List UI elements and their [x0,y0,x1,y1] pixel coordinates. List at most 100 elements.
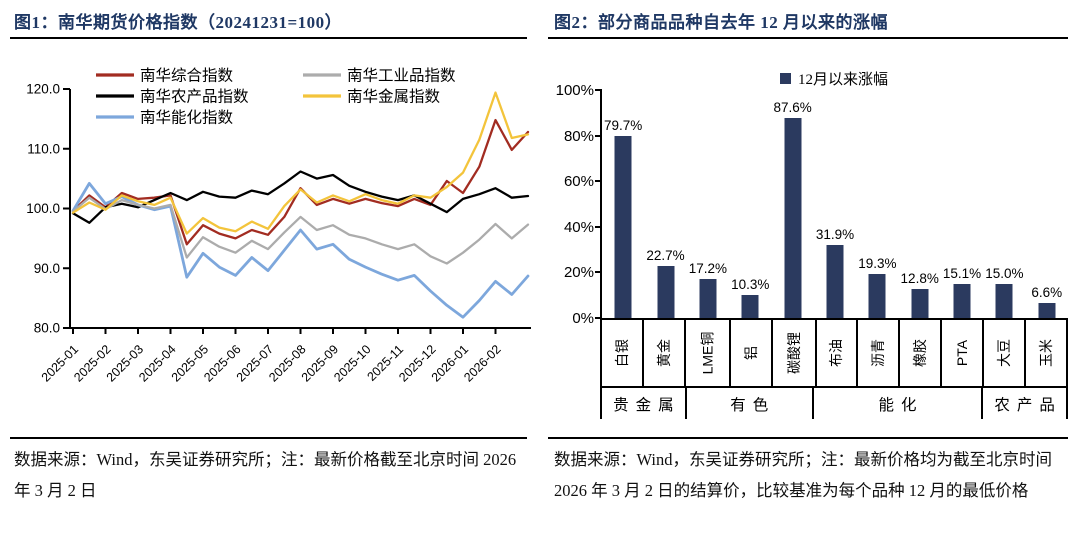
category-label-沥青: 沥青 [870,339,887,367]
bar-slot-铝: 10.3% [729,90,771,318]
series-line-南华综合指数 [71,118,530,246]
series-line-南华农产品指数 [71,170,530,224]
bar-value-label-黄金: 22.7% [646,248,685,264]
y-tick-label: 110.0 [27,141,60,156]
category-cell-沥青: 沥青 [858,320,901,386]
category-group-能化: 能化 [814,388,984,419]
category-label-布油: 布油 [828,339,845,367]
category-label-铝: 铝 [742,346,759,360]
category-cell-玉米: 玉米 [1026,320,1068,386]
bar-y-tick-mark [595,180,602,183]
legend-label-南华农产品指数: 南华农产品指数 [140,88,249,106]
category-label-橡胶: 橡胶 [912,339,929,367]
category-cell-碳酸锂: 碳酸锂 [773,320,817,386]
y-tick-label: 100.0 [26,201,60,216]
figure2-panel: 图2：部分商品品种自去年 12 月以来的涨幅 12月以来涨幅 0% 20% 40% 6… [540,0,1080,533]
figure2-footer-rule [548,437,1068,439]
bar-value-label-白银: 79.7% [604,118,643,134]
bar-布油 [826,245,844,318]
line-chart-svg: 80.090.0100.0110.0120.02025-012025-02202… [26,67,531,385]
bar-y-tick-label: 20% [563,264,594,282]
bar-chart-legend: 12月以来涨幅 [600,66,1068,90]
bar-slot-玉米: 6.6% [1026,90,1068,318]
bar-slot-橡胶: 12.8% [899,90,941,318]
bar-value-label-大豆: 15.0% [985,265,1024,281]
category-axis: 白银 黄金 LME铜 铝 碳酸锂 布油 沥青 橡胶 PTA 大豆 玉米 贵金属 有色 能化 农产品 [600,320,1068,419]
legend-label-南华综合指数: 南华综合指数 [140,67,234,85]
category-cell-LME铜: LME铜 [686,320,731,386]
figure1-source-note: 数据来源：Wind，东吴证券研究所；注：最新价格截至北京时间 2026 年 3 … [14,450,517,500]
legend-label-南华能化指数: 南华能化指数 [140,109,234,127]
figure1-title-rule [10,37,527,40]
bar-plot-area: 0% 20% 40% 60% 80% 100% 79.7% 22.7% 17.2% 10.3% 87… [556,82,1068,327]
bar-玉米 [1038,302,1056,318]
bar-slot-碳酸锂: 87.6% [771,90,813,318]
category-label-PTA: PTA [954,339,971,367]
bar-y-tick-label: 40% [563,218,594,236]
bar-slot-布油: 31.9% [814,90,856,318]
category-group-贵金属: 贵金属 [602,388,687,419]
category-label-玉米: 玉米 [1038,339,1054,367]
category-group-农产品: 农产品 [983,388,1068,419]
bar-chart: 12月以来涨幅 0% 20% 40% 60% 80% 100% 79.7% 22.7% 17.2… [554,66,1068,419]
bar-value-label-PTA: 15.1% [942,265,982,281]
legend-label-南华金属指数: 南华金属指数 [347,88,441,106]
category-cell-橡胶: 橡胶 [900,320,943,386]
category-cell-布油: 布油 [817,320,859,386]
figure2-title-rule [548,37,1068,40]
category-label-黄金: 黄金 [655,339,672,367]
figure2-source-note: 数据来源：Wind，东吴证券研究所；注：最新价格均为截至北京时间 2026 年 … [554,450,1052,500]
bar-白银 [614,136,632,318]
bar-橡胶 [911,288,929,318]
figure1-panel: 图1：南华期货价格指数（20241231=100） 80.0 90.0 100.0 1… [10,13,531,500]
category-cell-黄金: 黄金 [644,320,686,386]
bar-value-label-橡胶: 12.8% [900,270,939,286]
bar-y-tick-mark [595,89,602,91]
bar-y-tick-label: 80% [563,127,594,145]
bar-slot-LME铜: 17.2% [687,90,729,318]
bar-PTA [953,283,971,318]
figure2-title: 图2：部分商品品种自去年 12 月以来的涨幅 [554,13,888,32]
bar-沥青 [868,274,886,318]
series-line-南华能化指数 [71,181,530,319]
bar-y-tick-mark [595,317,602,319]
category-group-有色: 有色 [687,388,814,419]
bar-slot-大豆: 15.0% [983,90,1025,318]
bar-铝 [741,294,759,318]
bar-value-label-玉米: 6.6% [1031,284,1063,300]
y-tick-label: 80.0 [34,321,60,336]
bar-value-label-沥青: 19.3% [858,256,897,271]
category-items-row: 白银 黄金 LME铜 铝 碳酸锂 布油 沥青 橡胶 PTA 大豆 玉米 [602,320,1068,388]
y-tick-label: 120.0 [26,82,60,97]
bar-LME铜 [699,278,717,318]
category-groups-row: 贵金属 有色 能化 农产品 [602,388,1068,419]
category-cell-大豆: 大豆 [984,320,1027,386]
bar-value-label-布油: 31.9% [815,227,855,243]
category-cell-铝: 铝 [731,320,773,386]
bar-y-tick-label: 0% [572,310,594,327]
bar-大豆 [995,283,1013,318]
bar-黄金 [657,266,675,318]
category-label-LME铜: LME铜 [699,331,716,375]
bar-碳酸锂 [784,118,802,318]
bar-y-tick-mark [595,134,602,137]
x-tick-label: 2026-02 [461,342,503,384]
bar-y-tick-mark [595,271,602,274]
bar-slots: 79.7% 22.7% 17.2% 10.3% 87.6% 31.9% 19.3% 12.8%… [602,90,1068,318]
bar-slot-PTA: 15.1% [941,90,983,318]
y-tick-label: 90.0 [34,261,60,276]
legend-label-南华工业品指数: 南华工业品指数 [347,67,456,85]
figure1-title: 图1：南华期货价格指数（20241231=100） [14,13,343,32]
series-line-南华金属指数 [71,91,530,235]
category-label-白银: 白银 [613,339,630,367]
bar-value-label-铝: 10.3% [731,276,770,292]
bar-slot-沥青: 19.3% [856,90,898,318]
category-cell-白银: 白银 [602,320,644,386]
category-label-碳酸锂: 碳酸锂 [785,332,802,374]
bar-y-tick-label: 60% [563,173,594,191]
bar-value-label-LME铜: 17.2% [688,260,728,276]
figure1-footer-rule [10,437,527,439]
bar-value-label-碳酸锂: 87.6% [773,100,812,116]
bar-y-tick-mark [595,225,602,228]
